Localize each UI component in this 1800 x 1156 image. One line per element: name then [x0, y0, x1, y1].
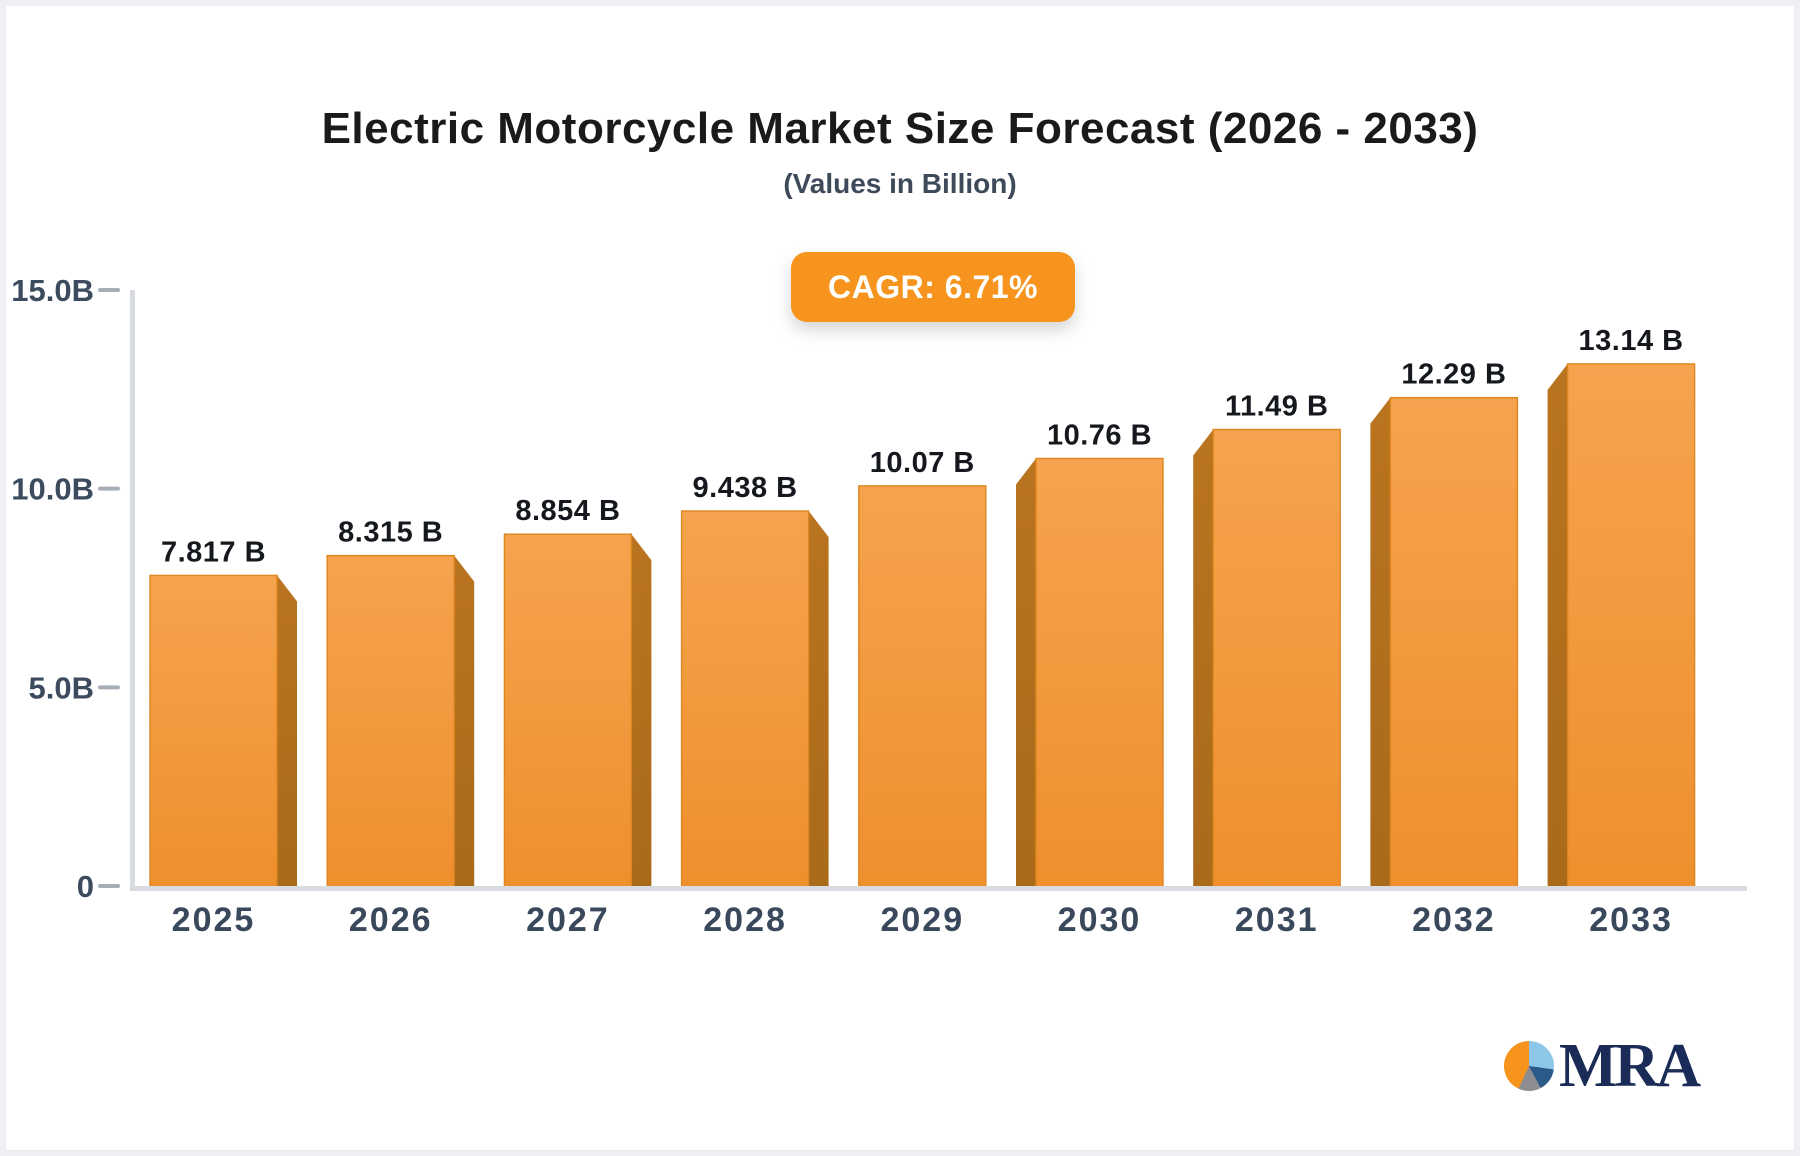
bar-face [1212, 428, 1341, 889]
bar-3d-side [808, 510, 829, 888]
bar-value-label: 12.29 B [1401, 359, 1506, 391]
bar-3d-side [1547, 363, 1568, 888]
bar-2027: 8.854 B 2027 [503, 495, 652, 939]
chart-subtitle: (Values in Billion) [783, 168, 1017, 199]
y-tick-mark [98, 288, 120, 292]
x-axis-year-label: 2031 [1235, 901, 1319, 939]
bar-2030: 10.76 B 2030 [1016, 419, 1164, 939]
cagr-badge: CAGR: 6.71% [791, 252, 1075, 322]
bar-value-label: 13.14 B [1579, 325, 1684, 357]
bar-2033: 13.14 B 2033 [1547, 325, 1696, 939]
bar-2028: 9.438 B 2028 [680, 472, 829, 939]
mra-pie-chart-icon [1504, 1041, 1554, 1091]
mra-logo: MRA [1504, 1032, 1701, 1100]
x-axis-year-label: 2032 [1412, 901, 1496, 939]
y-tick-label: 5.0B [29, 670, 94, 705]
bar-2032: 12.29 B 2032 [1370, 359, 1519, 939]
bar-2029: 10.07 B 2029 [858, 447, 987, 939]
x-axis-year-label: 2029 [880, 901, 964, 939]
bar-value-label: 8.315 B [338, 517, 443, 549]
bar-2025: 7.817 B 2025 [149, 536, 297, 939]
y-tick-mark [98, 685, 120, 690]
bar-face [1566, 363, 1696, 889]
bar-3d-side [1016, 458, 1036, 888]
bar-2031: 11.49 B 2031 [1193, 390, 1341, 939]
x-axis-year-label: 2026 [349, 901, 433, 939]
bar-value-label: 11.49 B [1225, 390, 1328, 422]
bar-face [858, 485, 987, 889]
x-axis-line [130, 886, 1747, 891]
bar-face [326, 554, 455, 889]
x-axis-year-label: 2030 [1058, 901, 1142, 939]
x-axis-year-label: 2027 [526, 901, 610, 939]
bar-3d-side [1370, 397, 1391, 888]
bar-face [503, 533, 633, 889]
y-tick-label: 15.0B [11, 273, 94, 308]
bar-value-label: 9.438 B [693, 472, 798, 504]
bar-3d-side [277, 575, 297, 888]
bar-value-label: 10.76 B [1047, 419, 1152, 451]
y-tick-label: 10.0B [11, 472, 94, 507]
bar-face [1035, 457, 1164, 889]
bar-face [1389, 396, 1519, 889]
bar-face [149, 574, 278, 889]
bar-3d-side [631, 534, 652, 888]
x-axis-year-label: 2028 [703, 901, 787, 939]
x-axis-year-label: 2025 [172, 901, 256, 939]
bar-3d-side [454, 555, 475, 888]
y-tick-mark [98, 486, 120, 491]
chart-title: Electric Motorcycle Market Size Forecast… [321, 104, 1479, 153]
x-axis-year-label: 2033 [1589, 901, 1673, 939]
bar-value-label: 10.07 B [870, 447, 975, 479]
bar-2026: 8.315 B 2026 [326, 517, 475, 939]
y-axis-line [130, 290, 135, 891]
y-tick-mark [98, 884, 120, 888]
bar-3d-side [1193, 429, 1214, 888]
bar-value-label: 7.817 B [161, 536, 266, 568]
y-tick-label: 0 [77, 869, 94, 904]
bar-face [680, 510, 810, 889]
bar-value-label: 8.854 B [515, 495, 620, 527]
mra-logo-text: MRA [1559, 1032, 1701, 1100]
